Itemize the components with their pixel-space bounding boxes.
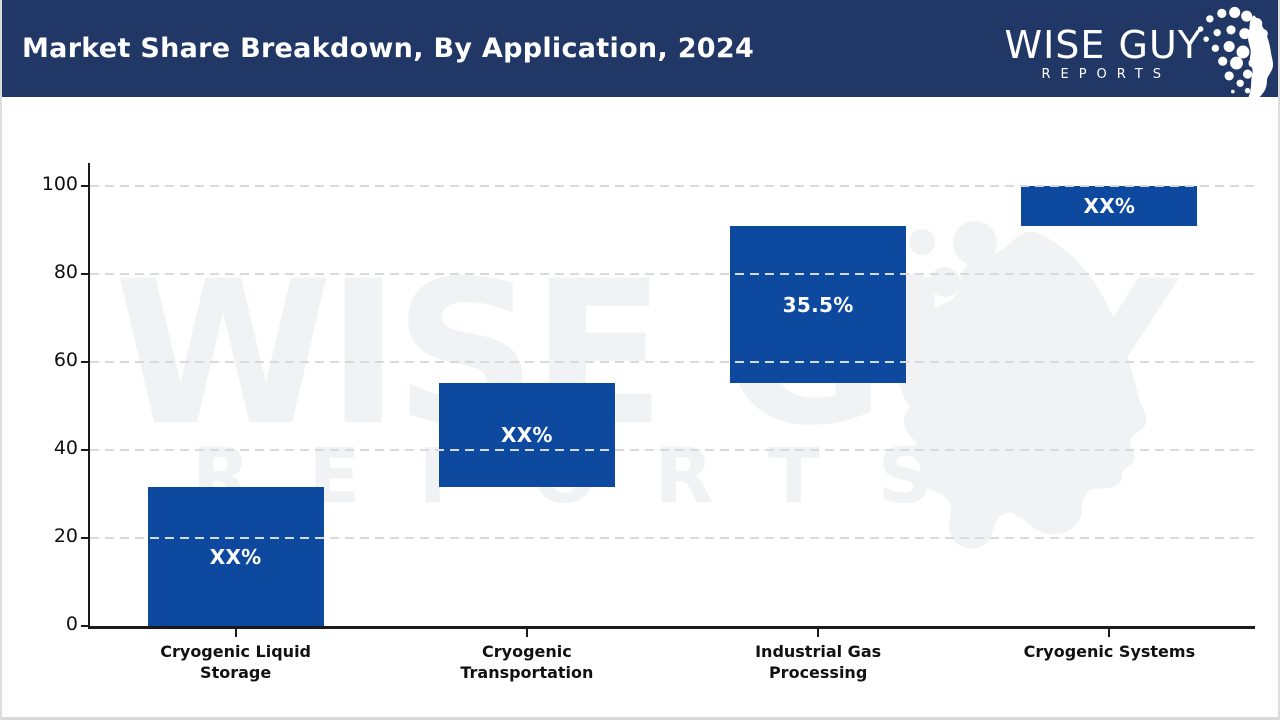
logo-subtitle: REPORTS bbox=[1041, 67, 1172, 82]
x-tick bbox=[1108, 629, 1111, 637]
y-tick-label: 0 bbox=[65, 613, 78, 635]
y-tick bbox=[81, 185, 88, 187]
y-tick-label: 80 bbox=[53, 261, 78, 283]
y-tick bbox=[81, 537, 88, 539]
bar-label: XX% bbox=[209, 544, 262, 569]
bar-label: XX% bbox=[1083, 194, 1136, 219]
wiseguy-logo: WISE GUY REPORTS bbox=[1005, 6, 1274, 98]
y-axis-spine bbox=[88, 163, 90, 626]
y-tick bbox=[81, 361, 88, 363]
bar-label: 35.5% bbox=[782, 292, 854, 317]
y-tick-label: 60 bbox=[53, 349, 78, 371]
bar bbox=[147, 487, 324, 626]
wiseguy-head-icon bbox=[1197, 6, 1274, 98]
chart-title: Market Share Breakdown, By Application, … bbox=[22, 33, 755, 64]
bar-label: XX% bbox=[500, 423, 553, 448]
header: Market Share Breakdown, By Application, … bbox=[2, 0, 1278, 98]
watermark-head-graphic bbox=[903, 221, 1147, 549]
y-tick-label: 40 bbox=[53, 437, 78, 459]
y-tick-label: 100 bbox=[41, 173, 78, 195]
y-tick bbox=[81, 449, 88, 451]
x-axis-spine bbox=[88, 626, 1255, 629]
logo-text: WISE GUY REPORTS bbox=[1005, 26, 1202, 82]
x-tick bbox=[817, 629, 820, 637]
bar bbox=[730, 226, 907, 383]
bar bbox=[438, 382, 615, 488]
y-tick-label: 20 bbox=[53, 525, 78, 547]
y-tick bbox=[81, 625, 88, 627]
x-category-label: Cryogenic Systems bbox=[1023, 642, 1196, 661]
gridline bbox=[90, 537, 1255, 539]
gridline bbox=[90, 449, 1255, 451]
y-tick bbox=[81, 273, 88, 275]
gridline bbox=[90, 273, 1255, 275]
gridline bbox=[90, 185, 1255, 187]
gridline bbox=[90, 361, 1255, 363]
x-tick bbox=[525, 629, 528, 637]
x-category-label: Cryogenic Transportation bbox=[460, 642, 594, 682]
logo-wordmark: WISE GUY bbox=[1004, 23, 1202, 67]
x-category-label: Industrial Gas Processing bbox=[755, 642, 882, 682]
x-tick bbox=[234, 629, 237, 637]
x-category-label: Cryogenic Liquid Storage bbox=[160, 642, 311, 682]
bar bbox=[1021, 186, 1198, 227]
